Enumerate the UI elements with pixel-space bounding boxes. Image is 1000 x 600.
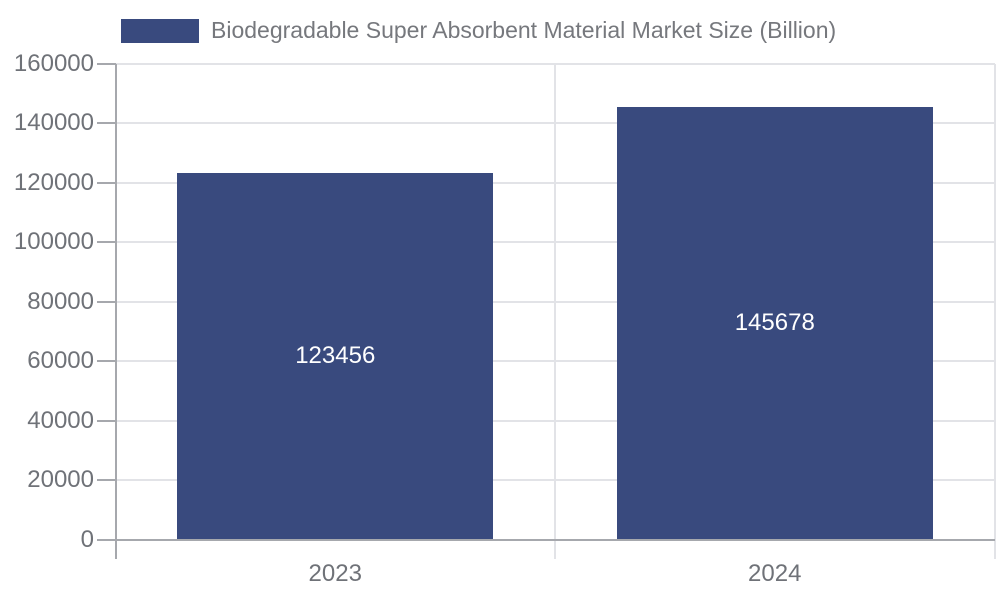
x-gridline <box>993 64 996 559</box>
x-gridline <box>554 64 556 559</box>
legend-item[interactable]: Biodegradable Super Absorbent Material M… <box>121 18 836 43</box>
y-tick-label: 60000 <box>27 347 94 375</box>
y-tick-label: 80000 <box>27 287 94 315</box>
y-tick <box>96 419 116 422</box>
y-tick <box>96 360 116 363</box>
y-tick-label: 20000 <box>27 466 94 494</box>
y-tick-label: 140000 <box>13 109 94 137</box>
bar[interactable] <box>616 106 933 540</box>
y-tick <box>96 300 116 303</box>
y-tick-label: 100000 <box>13 228 94 256</box>
y-tick-label: 0 <box>80 525 94 553</box>
y-tick <box>96 538 116 541</box>
y-tick-label: 120000 <box>13 168 94 196</box>
bar-value-label: 145678 <box>734 309 815 337</box>
y-tick <box>96 479 116 482</box>
legend-swatch[interactable] <box>121 18 199 43</box>
y-tick <box>96 122 116 125</box>
y-tick <box>96 241 116 244</box>
x-tick-label: 2024 <box>748 560 802 587</box>
legend-label: Biodegradable Super Absorbent Material M… <box>211 17 837 43</box>
bar-value-label: 123456 <box>295 342 376 370</box>
y-axis-line <box>114 64 117 559</box>
x-tick-label: 2023 <box>308 560 362 587</box>
bar[interactable] <box>177 172 494 540</box>
y-tick <box>96 63 116 65</box>
y-tick <box>96 181 116 184</box>
y-tick-label: 160000 <box>13 50 94 77</box>
y-tick-label: 40000 <box>27 406 94 434</box>
x-axis-line <box>115 538 995 541</box>
